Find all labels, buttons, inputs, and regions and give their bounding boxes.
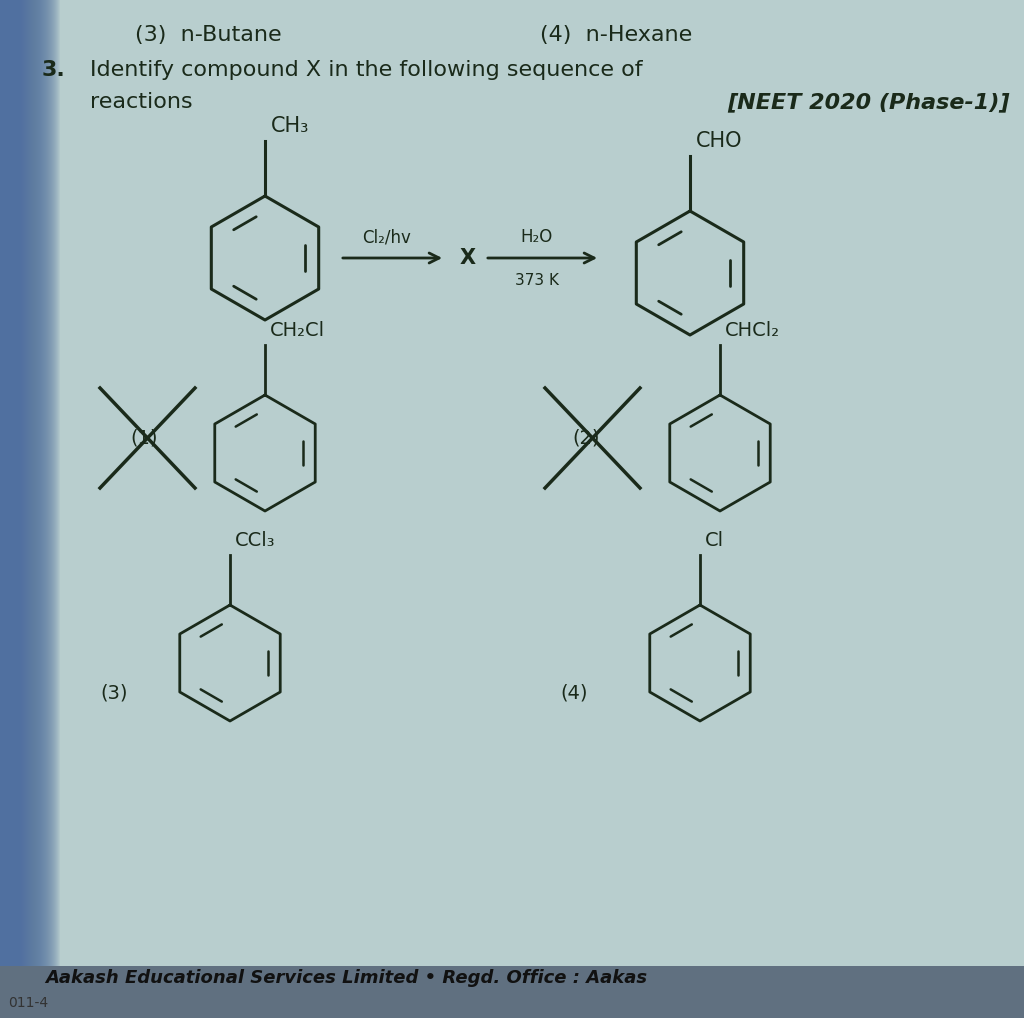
FancyBboxPatch shape <box>0 0 42 1018</box>
Text: CH₂Cl: CH₂Cl <box>270 321 326 340</box>
FancyBboxPatch shape <box>0 0 50 1018</box>
FancyBboxPatch shape <box>0 0 49 1018</box>
Text: (2): (2) <box>572 429 599 448</box>
Text: 3.: 3. <box>42 60 66 80</box>
FancyBboxPatch shape <box>0 0 46 1018</box>
FancyBboxPatch shape <box>0 0 53 1018</box>
Text: [NEET 2020 (Phase-1)]: [NEET 2020 (Phase-1)] <box>727 92 1010 112</box>
FancyBboxPatch shape <box>0 0 51 1018</box>
FancyBboxPatch shape <box>0 0 48 1018</box>
FancyBboxPatch shape <box>0 0 40 1018</box>
Text: (4)  n-Hexane: (4) n-Hexane <box>540 25 692 45</box>
Text: (1): (1) <box>130 429 158 448</box>
Text: Cl: Cl <box>705 531 724 550</box>
FancyBboxPatch shape <box>0 0 60 1018</box>
Text: 011-4: 011-4 <box>8 996 48 1010</box>
FancyBboxPatch shape <box>0 0 41 1018</box>
Text: X: X <box>460 248 476 268</box>
FancyBboxPatch shape <box>0 0 54 1018</box>
Text: 373 K: 373 K <box>515 273 559 288</box>
Text: Identify compound X in the following sequence of: Identify compound X in the following seq… <box>90 60 643 80</box>
Text: (4): (4) <box>560 683 588 702</box>
FancyBboxPatch shape <box>0 0 59 1018</box>
FancyBboxPatch shape <box>0 0 43 1018</box>
Text: CCl₃: CCl₃ <box>234 531 275 550</box>
Text: CHO: CHO <box>696 131 742 151</box>
FancyBboxPatch shape <box>0 0 56 1018</box>
FancyBboxPatch shape <box>0 0 45 1018</box>
Text: (3)  n-Butane: (3) n-Butane <box>135 25 282 45</box>
Text: reactions: reactions <box>90 92 193 112</box>
Text: CHCl₂: CHCl₂ <box>725 321 780 340</box>
Text: Aakash Educational Services Limited • Regd. Office : Aakas: Aakash Educational Services Limited • Re… <box>45 969 647 987</box>
FancyBboxPatch shape <box>0 0 44 1018</box>
Text: (3): (3) <box>100 683 128 702</box>
FancyBboxPatch shape <box>0 966 1024 1018</box>
FancyBboxPatch shape <box>0 0 47 1018</box>
Text: H₂O: H₂O <box>521 228 553 246</box>
Text: CH₃: CH₃ <box>271 116 309 136</box>
Text: Cl₂/hv: Cl₂/hv <box>362 228 412 246</box>
FancyBboxPatch shape <box>0 0 57 1018</box>
FancyBboxPatch shape <box>0 0 58 1018</box>
FancyBboxPatch shape <box>0 0 55 1018</box>
FancyBboxPatch shape <box>0 0 52 1018</box>
